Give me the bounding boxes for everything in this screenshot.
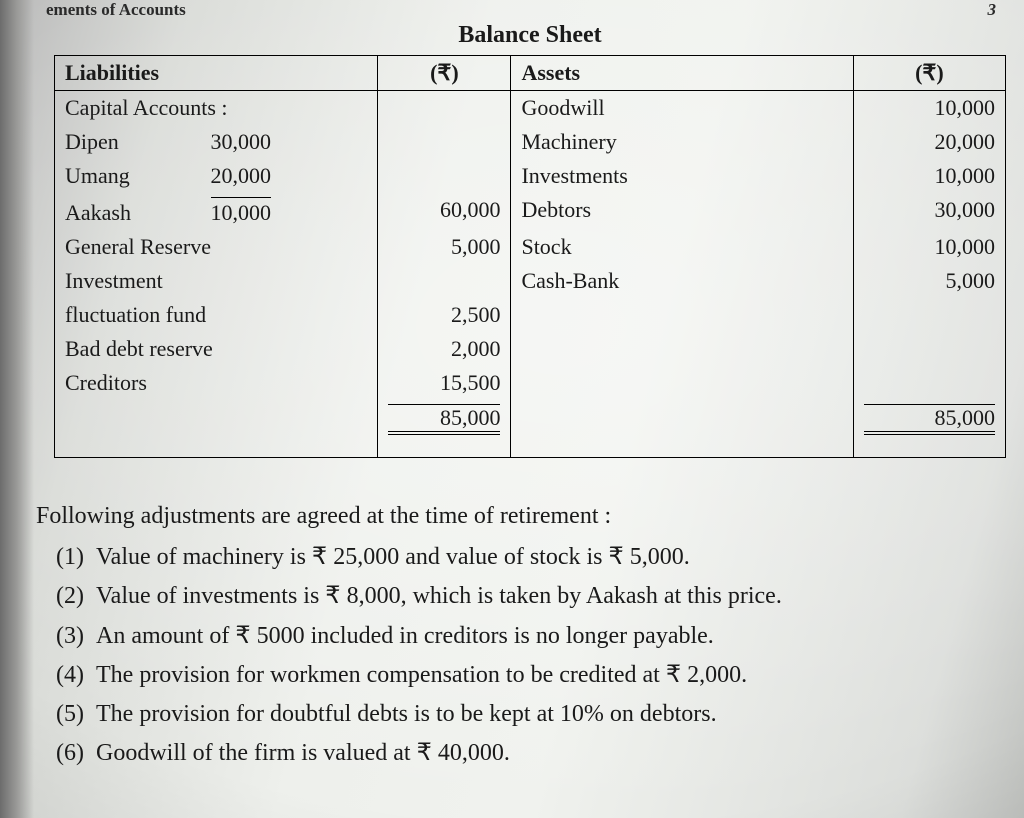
table-row: Capital Accounts : Goodwill 10,000 [55,91,1006,126]
list-item: (2) Value of investments is ₹ 8,000, whic… [36,578,1004,615]
item-text: An amount of ₹ 5000 included in creditor… [96,618,714,655]
list-item: (4) The provision for workmen compensatio… [36,657,1004,694]
list-item: (1) Value of machinery is ₹ 25,000 and va… [36,539,1004,576]
item-number: (4) [36,657,84,694]
list-item: (5) The provision for doubtful debts is t… [36,696,1004,733]
list-item: (3) An amount of ₹ 5000 included in credi… [36,618,1004,655]
assets-total: 85,000 [864,404,995,435]
iff-label-2: fluctuation fund [55,298,378,332]
list-item: (6) Goodwill of the firm is valued at ₹ 4… [36,735,1004,772]
partner-name: Aakash [65,200,205,226]
capital-accounts-heading: Capital Accounts : [55,91,378,126]
asset-amount: 5,000 [853,264,1005,298]
creditors-amount: 15,500 [378,366,511,400]
header-text-right: 3 [988,0,1017,18]
item-number: (1) [36,539,84,576]
asset-amount: 10,000 [853,230,1005,264]
bad-debt-label: Bad debt reserve [55,332,378,366]
balance-sheet-table: Liabilities (₹) Assets (₹) Capital Accou… [54,55,1006,458]
capital-total: 60,000 [378,193,511,230]
adjustments-section: Following adjustments are agreed at the … [36,498,1004,774]
asset-amount: 30,000 [853,193,1005,230]
item-text: Goodwill of the firm is valued at ₹ 40,0… [96,735,510,772]
general-reserve-label: General Reserve [55,230,378,264]
balance-sheet-region: Balance Sheet Liabilities (₹) Assets (₹)… [54,22,1006,458]
partner-name: Dipen [65,129,205,155]
asset-label: Goodwill [511,91,853,126]
table-row: Creditors 15,500 [55,366,1006,400]
creditors-label: Creditors [55,366,378,400]
sheet-title: Balance Sheet [54,22,1006,49]
item-number: (6) [36,735,84,772]
asset-amount: 10,000 [853,159,1005,193]
col-asset-amt: (₹) [853,56,1005,91]
adjustments-intro: Following adjustments are agreed at the … [36,498,1004,535]
table-total-row: 85,000 85,000 [55,400,1006,439]
asset-label: Investments [511,159,853,193]
partner-amount: 30,000 [211,129,272,154]
item-text: The provision for doubtful debts is to b… [96,696,717,733]
liabilities-total: 85,000 [388,404,500,435]
iff-amount: 2,500 [378,298,511,332]
partner-amount: 10,000 [211,197,272,226]
asset-label: Cash-Bank [511,264,853,298]
table-row: Dipen 30,000 Machinery 20,000 [55,125,1006,159]
iff-label-1: Investment [55,264,378,298]
table-row: Bad debt reserve 2,000 [55,332,1006,366]
item-text: Value of investments is ₹ 8,000, which i… [96,578,782,615]
asset-label: Machinery [511,125,853,159]
partner-name: Umang [65,163,205,189]
partner-amount: 20,000 [211,163,272,188]
table-row: Umang 20,000 Investments 10,000 [55,159,1006,193]
table-row: General Reserve 5,000 Stock 10,000 [55,230,1006,264]
asset-amount: 20,000 [853,125,1005,159]
asset-amount: 10,000 [853,91,1005,126]
col-assets: Assets [511,56,853,91]
adjustments-list: (1) Value of machinery is ₹ 25,000 and va… [36,539,1004,772]
table-row: Investment Cash-Bank 5,000 [55,264,1006,298]
col-liabilities: Liabilities [55,56,378,91]
item-number: (3) [36,618,84,655]
table-row: fluctuation fund 2,500 [55,298,1006,332]
item-number: (2) [36,578,84,615]
asset-label: Debtors [511,193,853,230]
item-number: (5) [36,696,84,733]
bad-debt-amount: 2,000 [378,332,511,366]
table-header-row: Liabilities (₹) Assets (₹) [55,56,1006,91]
item-text: The provision for workmen compensation t… [96,657,747,694]
item-text: Value of machinery is ₹ 25,000 and value… [96,539,690,576]
page-binding-shadow [0,0,34,818]
asset-label: Stock [511,230,853,264]
cropped-header: ements of Accounts 3 [40,0,1016,18]
table-row: Aakash 10,000 60,000 Debtors 30,000 [55,193,1006,230]
table-row [55,439,1006,457]
header-text-left: ements of Accounts [46,0,186,18]
general-reserve-amount: 5,000 [378,230,511,264]
col-liab-amt: (₹) [378,56,511,91]
